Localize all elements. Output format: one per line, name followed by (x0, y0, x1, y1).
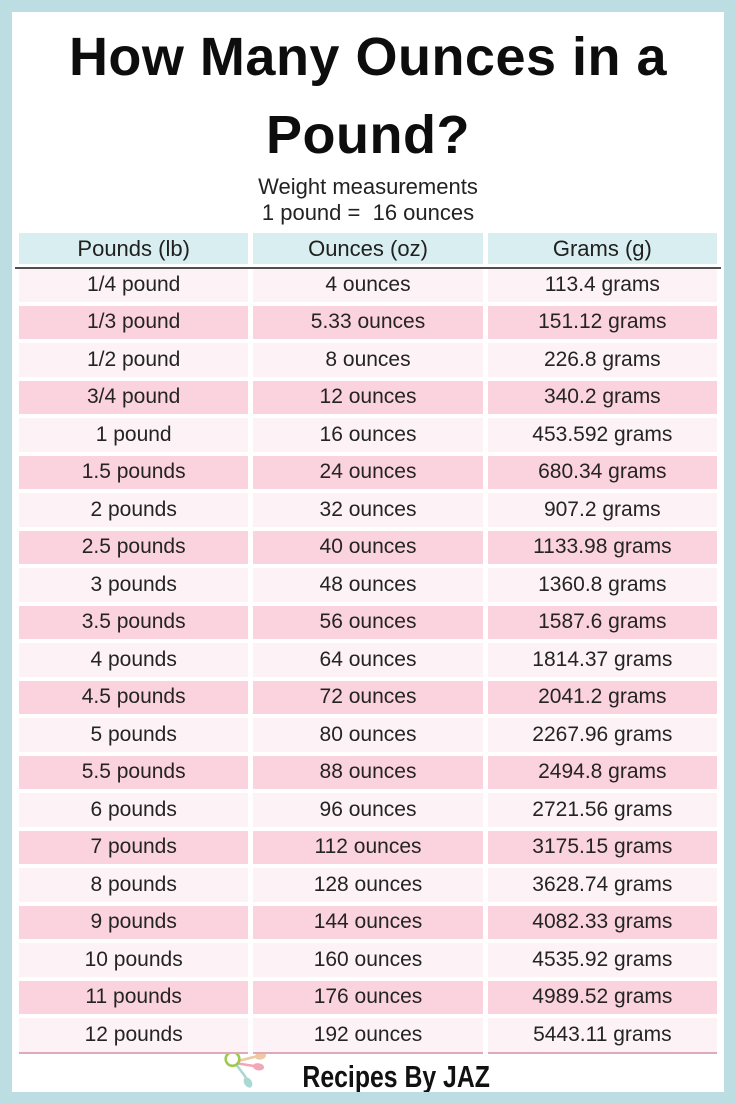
pounds-cell: 2 pounds (19, 493, 249, 527)
grams-cell: 4535.92 grams (487, 943, 717, 977)
ounces-cell: 40 ounces (253, 530, 483, 564)
table-row: 4 pounds 64 ounces 1814.37 grams (19, 643, 717, 677)
subtitle-weight-measurements: Weight measurements (258, 174, 478, 199)
pounds-cell: 1/4 pound (19, 268, 249, 302)
grams-cell: 907.2 grams (487, 493, 717, 527)
ounces-cell: 16 ounces (253, 418, 483, 452)
ounces-cell: 80 ounces (253, 718, 483, 752)
pounds-cell: 1/2 pound (19, 343, 249, 377)
table-row: 1.5 pounds 24 ounces 680.34 grams (19, 455, 717, 489)
grams-cell: 113.4 grams (487, 268, 717, 302)
grams-cell: 4082.33 grams (487, 905, 717, 939)
pounds-cell: 3.5 pounds (19, 605, 249, 639)
grams-cell: 2267.96 grams (487, 718, 717, 752)
grams-cell: 1814.37 grams (487, 643, 717, 677)
table-row: 2 pounds 32 ounces 907.2 grams (19, 493, 717, 527)
table-row: 12 pounds 192 ounces 5443.11 grams (19, 1018, 717, 1054)
table-row: 5.5 pounds 88 ounces 2494.8 grams (19, 755, 717, 789)
table-row: 6 pounds 96 ounces 2721.56 grams (19, 793, 717, 827)
ounces-cell: 48 ounces (253, 568, 483, 602)
ounces-cell: 56 ounces (253, 605, 483, 639)
grams-cell: 1133.98 grams (487, 530, 717, 564)
pounds-cell: 7 pounds (19, 830, 249, 864)
pounds-cell: 6 pounds (19, 793, 249, 827)
pounds-cell: 12 pounds (19, 1018, 249, 1054)
table-row: 1/4 pound 4 ounces 113.4 grams (19, 268, 717, 302)
pounds-cell: 2.5 pounds (19, 530, 249, 564)
grams-cell: 453.592 grams (487, 418, 717, 452)
table-row: 1 pound 16 ounces 453.592 grams (19, 418, 717, 452)
pounds-cell: 8 pounds (19, 868, 249, 902)
grams-cell: 151.12 grams (487, 305, 717, 339)
pounds-cell: 10 pounds (19, 943, 249, 977)
ounces-cell: 12 ounces (253, 380, 483, 414)
pounds-cell: 1.5 pounds (19, 455, 249, 489)
conversion-table: Pounds (lb) Ounces (oz) Grams (g) 1/4 po… (14, 229, 722, 1058)
table-row: 4.5 pounds 72 ounces 2041.2 grams (19, 680, 717, 714)
grams-cell: 4989.52 grams (487, 980, 717, 1014)
ounces-cell: 176 ounces (253, 980, 483, 1014)
ounces-cell: 112 ounces (253, 830, 483, 864)
measuring-spoons-icon (224, 1050, 266, 1088)
ounces-cell: 64 ounces (253, 643, 483, 677)
grams-cell: 2494.8 grams (487, 755, 717, 789)
header-divider-line (15, 267, 721, 269)
ounces-cell: 24 ounces (253, 455, 483, 489)
table-row: 2.5 pounds 40 ounces 1133.98 grams (19, 530, 717, 564)
table-row: 3 pounds 48 ounces 1360.8 grams (19, 568, 717, 602)
column-header-ounces: Ounces (oz) (253, 233, 483, 264)
grams-cell: 1587.6 grams (487, 605, 717, 639)
grams-cell: 680.34 grams (487, 455, 717, 489)
table-row: 11 pounds 176 ounces 4989.52 grams (19, 980, 717, 1014)
footer-brand-bar: Recipes By JAZ (12, 1050, 724, 1094)
page-title: How Many Ounces in a Pound? (68, 27, 668, 165)
table-row: 5 pounds 80 ounces 2267.96 grams (19, 718, 717, 752)
table-row: 9 pounds 144 ounces 4082.33 grams (19, 905, 717, 939)
brand-name: Recipes By JAZ (302, 1058, 490, 1094)
grams-cell: 3175.15 grams (487, 830, 717, 864)
grams-cell: 3628.74 grams (487, 868, 717, 902)
column-header-grams: Grams (g) (487, 233, 717, 264)
grams-cell: 1360.8 grams (487, 568, 717, 602)
pounds-cell: 3/4 pound (19, 380, 249, 414)
pounds-cell: 5.5 pounds (19, 755, 249, 789)
table-row: 3/4 pound 12 ounces 340.2 grams (19, 380, 717, 414)
column-header-pounds: Pounds (lb) (19, 233, 249, 264)
subtitle-equation: 1 pound = 16 ounces (261, 200, 475, 225)
ounces-cell: 144 ounces (253, 905, 483, 939)
ounces-cell: 88 ounces (253, 755, 483, 789)
ounces-cell: 32 ounces (253, 493, 483, 527)
grams-cell: 5443.11 grams (487, 1018, 717, 1054)
pounds-cell: 5 pounds (19, 718, 249, 752)
pounds-cell: 9 pounds (19, 905, 249, 939)
conversion-table-wrap: Pounds (lb) Ounces (oz) Grams (g) 1/4 po… (14, 229, 722, 1058)
ounces-cell: 128 ounces (253, 868, 483, 902)
pounds-cell: 3 pounds (19, 568, 249, 602)
ounces-cell: 96 ounces (253, 793, 483, 827)
table-row: 7 pounds 112 ounces 3175.15 grams (19, 830, 717, 864)
ounces-cell: 8 ounces (253, 343, 483, 377)
grams-cell: 2041.2 grams (487, 680, 717, 714)
ounces-cell: 72 ounces (253, 680, 483, 714)
ounces-cell: 5.33 ounces (253, 305, 483, 339)
pounds-cell: 11 pounds (19, 980, 249, 1014)
grams-cell: 226.8 grams (487, 343, 717, 377)
grams-cell: 2721.56 grams (487, 793, 717, 827)
table-row: 1/2 pound 8 ounces 226.8 grams (19, 343, 717, 377)
table-row: 8 pounds 128 ounces 3628.74 grams (19, 868, 717, 902)
ounces-cell: 4 ounces (253, 268, 483, 302)
ounces-cell: 160 ounces (253, 943, 483, 977)
table-row: 1/3 pound 5.33 ounces 151.12 grams (19, 305, 717, 339)
ounces-cell: 192 ounces (253, 1018, 483, 1054)
grams-cell: 340.2 grams (487, 380, 717, 414)
pounds-cell: 4.5 pounds (19, 680, 249, 714)
pounds-cell: 1 pound (19, 418, 249, 452)
pounds-cell: 4 pounds (19, 643, 249, 677)
table-header-row: Pounds (lb) Ounces (oz) Grams (g) (19, 233, 717, 264)
table-row: 10 pounds 160 ounces 4535.92 grams (19, 943, 717, 977)
table-row: 3.5 pounds 56 ounces 1587.6 grams (19, 605, 717, 639)
pounds-cell: 1/3 pound (19, 305, 249, 339)
